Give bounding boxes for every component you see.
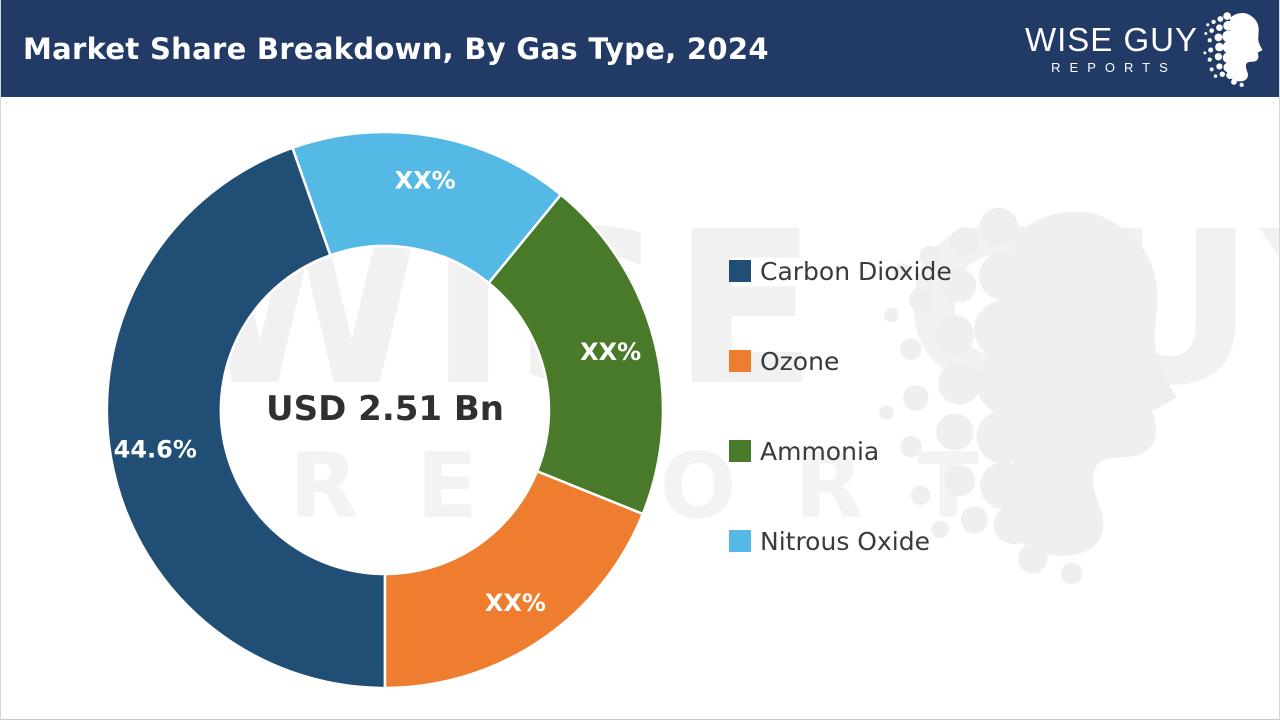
donut-slice-ozone xyxy=(383,470,645,690)
legend-label-carbon-dioxide: Carbon Dioxide xyxy=(760,256,952,286)
logo-word: WISE GUY xyxy=(1024,20,1198,58)
slice-label-ammonia: XX% xyxy=(580,338,641,366)
wiseguy-logo: WISE GUY REPORTS xyxy=(1025,10,1263,88)
legend-label-ammonia: Ammonia xyxy=(760,436,880,466)
header-bar: Market Share Breakdown, By Gas Type, 202… xyxy=(1,0,1279,97)
legend-item-ammonia: Ammonia xyxy=(729,436,952,466)
legend-swatch-nitrous-oxide xyxy=(729,530,751,552)
slice-label-carbon-dioxide: 44.6% xyxy=(114,435,197,463)
logo-wordmark: WISE GUY REPORTS xyxy=(1025,23,1198,75)
slice-label-nitrous-oxide: XX% xyxy=(395,167,456,195)
legend-item-carbon-dioxide: Carbon Dioxide xyxy=(729,256,952,286)
legend-item-ozone: Ozone xyxy=(729,346,952,376)
watermark-face-icon xyxy=(879,207,1177,585)
legend-label-nitrous-oxide: Nitrous Oxide xyxy=(760,526,930,556)
donut-slice-ammonia xyxy=(487,193,665,516)
legend: Carbon Dioxide Ozone Ammonia Nitrous Oxide xyxy=(729,256,952,616)
legend-label-ozone: Ozone xyxy=(760,346,840,376)
page-title: Market Share Breakdown, By Gas Type, 202… xyxy=(23,31,769,66)
donut-slice-carbon-dioxide xyxy=(105,146,387,690)
donut-slice-nitrous-oxide xyxy=(291,130,563,285)
slice-label-ozone: XX% xyxy=(485,589,546,617)
logo-subtext: REPORTS xyxy=(1051,59,1177,75)
legend-swatch-carbon-dioxide xyxy=(729,260,751,282)
legend-item-nitrous-oxide: Nitrous Oxide xyxy=(729,526,952,556)
logo-face-icon xyxy=(1203,11,1263,87)
legend-swatch-ammonia xyxy=(729,440,751,462)
chart-center-value: USD 2.51 Bn xyxy=(266,389,504,429)
legend-swatch-ozone xyxy=(729,350,751,372)
